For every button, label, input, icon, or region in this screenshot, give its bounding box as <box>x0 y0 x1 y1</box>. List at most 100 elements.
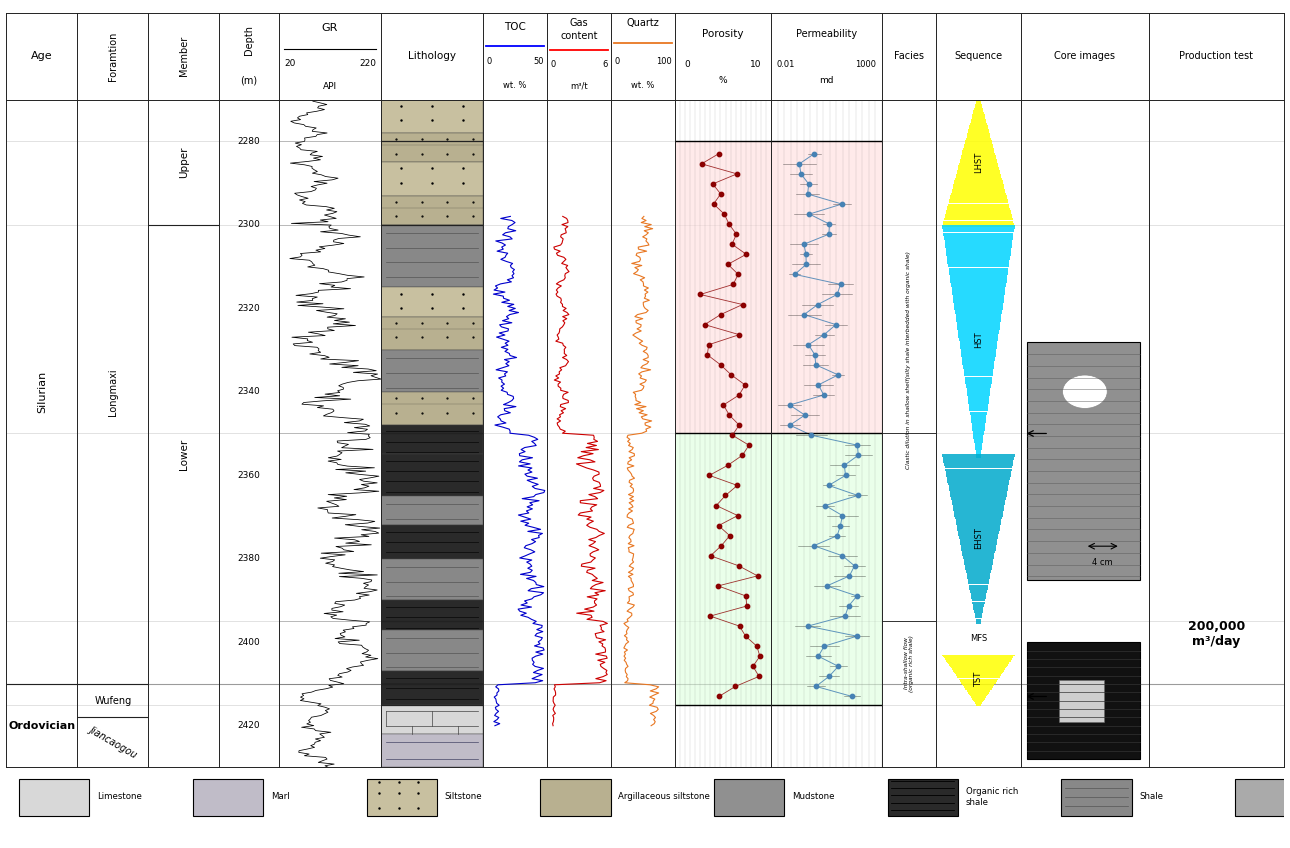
Point <box>708 579 729 593</box>
Bar <box>1062 778 1131 817</box>
Bar <box>942 455 1015 457</box>
Bar <box>675 142 771 433</box>
Bar <box>973 427 984 431</box>
Bar <box>944 219 1013 220</box>
Bar <box>952 188 1005 191</box>
Bar <box>975 618 982 622</box>
Bar <box>971 423 986 427</box>
Bar <box>960 159 997 161</box>
Point <box>828 368 849 382</box>
Point <box>691 157 712 170</box>
Bar <box>960 342 997 345</box>
Text: Shale: Shale <box>1139 792 1164 801</box>
Bar <box>973 112 984 114</box>
Point <box>799 177 819 191</box>
Bar <box>381 496 484 525</box>
Point <box>739 438 760 452</box>
Point <box>729 619 749 633</box>
Point <box>737 600 757 613</box>
Bar <box>366 778 437 817</box>
Text: 2360: 2360 <box>237 471 261 480</box>
Bar <box>956 520 1001 522</box>
Bar <box>966 571 991 573</box>
Bar <box>958 163 998 165</box>
Bar <box>675 433 771 705</box>
Bar <box>953 295 1004 298</box>
Bar <box>381 133 484 162</box>
Bar <box>957 528 1000 531</box>
Text: Upper: Upper <box>179 147 188 178</box>
Bar <box>951 497 1006 499</box>
Bar <box>964 562 993 565</box>
Bar <box>974 438 983 443</box>
Text: 100: 100 <box>655 57 672 66</box>
Bar <box>888 778 958 817</box>
Bar <box>964 559 993 562</box>
Bar <box>958 330 998 333</box>
Point <box>835 459 855 472</box>
Bar <box>958 531 998 533</box>
Bar <box>953 508 1004 510</box>
Point <box>717 459 738 472</box>
Bar <box>961 353 996 357</box>
Point <box>808 378 828 392</box>
Bar <box>955 180 1002 182</box>
Text: m³/t: m³/t <box>570 81 588 90</box>
Bar <box>975 613 982 616</box>
Point <box>735 378 756 392</box>
Bar <box>965 377 992 381</box>
Point <box>749 650 770 663</box>
Text: 4 cm: 4 cm <box>1093 558 1113 567</box>
Point <box>784 268 805 282</box>
Point <box>842 689 863 703</box>
Text: 2380: 2380 <box>237 555 261 563</box>
Bar <box>955 310 1002 315</box>
Text: Wufeng: Wufeng <box>94 695 132 706</box>
Point <box>731 449 752 462</box>
Bar <box>960 161 997 163</box>
Bar <box>964 146 993 148</box>
Bar <box>962 150 995 153</box>
Bar <box>969 125 988 127</box>
Bar <box>971 116 986 119</box>
Text: Mudstone: Mudstone <box>792 792 835 801</box>
Bar <box>970 593 987 596</box>
Point <box>819 670 840 683</box>
Text: 2400: 2400 <box>237 638 261 647</box>
Point <box>717 258 738 271</box>
Bar <box>949 197 1007 199</box>
Point <box>827 287 848 301</box>
Bar <box>381 225 484 287</box>
Point <box>793 237 814 251</box>
Bar <box>970 411 987 416</box>
Bar <box>541 778 610 817</box>
Bar <box>946 215 1011 216</box>
Text: content: content <box>560 31 597 42</box>
Point <box>700 610 721 623</box>
Point <box>848 488 868 502</box>
Bar <box>381 525 484 559</box>
Point <box>694 318 715 332</box>
Bar <box>944 463 1013 466</box>
Bar <box>966 388 991 392</box>
Bar <box>953 187 1004 188</box>
Text: 200,000
m³/day: 200,000 m³/day <box>1188 620 1245 648</box>
Bar <box>974 610 983 613</box>
Text: md: md <box>819 76 833 85</box>
Text: 2280: 2280 <box>237 137 261 146</box>
Bar <box>946 468 1011 471</box>
Point <box>722 277 743 291</box>
Bar <box>947 480 1010 483</box>
Text: Foramtion: Foramtion <box>108 31 117 81</box>
Point <box>831 277 851 291</box>
Bar <box>946 244 1011 248</box>
Bar <box>958 338 998 342</box>
Bar <box>974 108 983 110</box>
Bar <box>951 195 1006 197</box>
Bar <box>958 165 998 167</box>
Point <box>708 519 729 533</box>
Bar <box>964 556 993 559</box>
Bar <box>962 361 995 365</box>
Text: Limestone: Limestone <box>97 792 142 801</box>
Text: 50: 50 <box>533 57 544 66</box>
